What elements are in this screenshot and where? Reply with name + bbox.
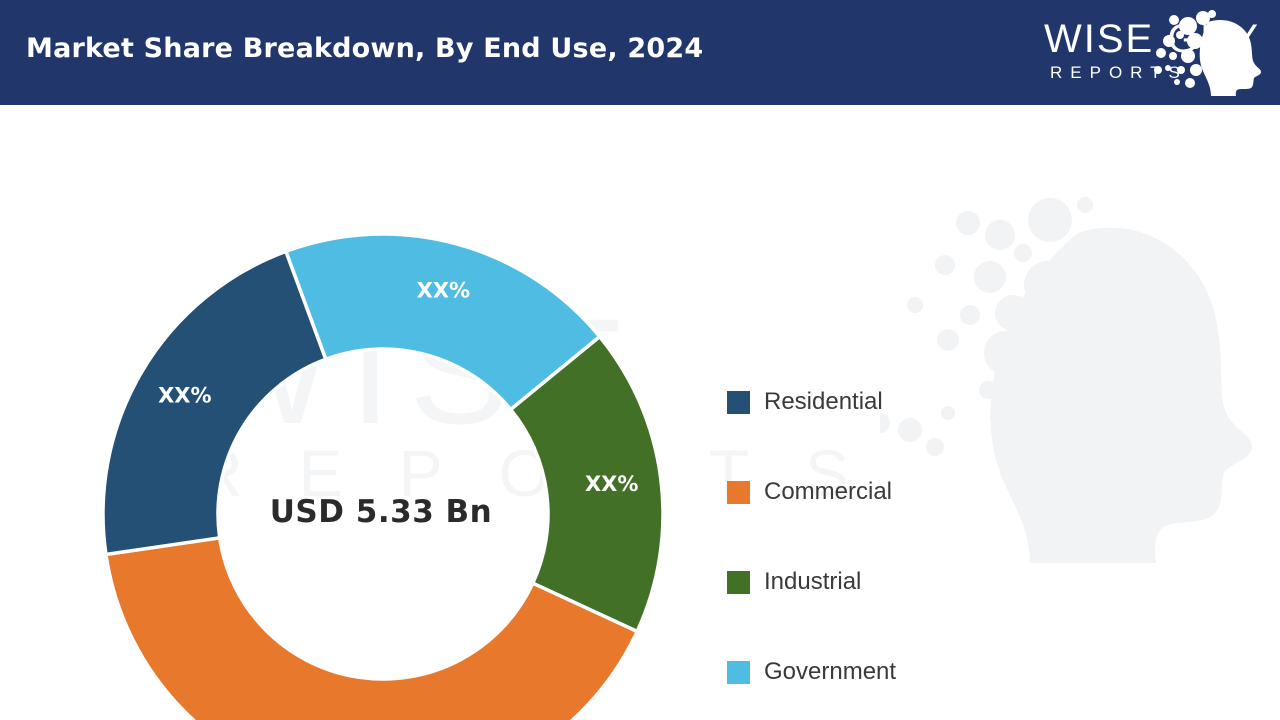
donut-slices — [103, 234, 663, 720]
slice-industrial-arc[interactable] — [508, 334, 663, 634]
legend-swatch-government — [727, 660, 750, 684]
head-profile-dots-icon — [1154, 10, 1261, 96]
legend-swatch-residential — [727, 390, 750, 414]
slice-commercial-arc[interactable] — [103, 535, 640, 720]
legend-swatch-commercial — [727, 480, 750, 504]
slice-label-government: XX% — [417, 279, 470, 303]
legend-swatch-industrial — [727, 570, 750, 594]
logo-text-reports: REPORTS — [1050, 63, 1188, 82]
slice-label-residential: XX% — [158, 383, 211, 407]
legend-label-government: Government — [764, 658, 897, 685]
page-title: Market Share Breakdown, By End Use, 2024 — [26, 33, 704, 64]
page-header: Market Share Breakdown, By End Use, 2024… — [0, 0, 1280, 105]
legend-item-commercial[interactable]: Commercial — [727, 447, 1027, 537]
donut-chart-svg: XX% XX% 40.8% XX% — [103, 234, 663, 720]
donut-slice-labels: XX% XX% 40.8% XX% — [158, 279, 638, 496]
chart-body: WISE REPORTS — [0, 105, 1280, 720]
legend-item-industrial[interactable]: Industrial — [727, 537, 1027, 627]
slice-government-arc[interactable] — [283, 234, 603, 412]
legend-label-commercial: Commercial — [764, 478, 893, 505]
legend-item-government[interactable]: Government — [727, 627, 1027, 717]
chart-legend: Residential Commercial Industrial Govern… — [727, 357, 1027, 717]
slice-label-industrial: XX% — [585, 472, 638, 496]
legend-label-industrial: Industrial — [764, 568, 862, 595]
slice-residential-arc[interactable] — [103, 249, 329, 557]
donut-chart: XX% XX% 40.8% XX% USD 5.33 Bn — [103, 234, 663, 720]
legend-item-residential[interactable]: Residential — [727, 357, 1027, 447]
legend-label-residential: Residential — [764, 388, 883, 415]
wise-guy-reports-logo: WISE GUY REPORTS — [1044, 10, 1261, 96]
